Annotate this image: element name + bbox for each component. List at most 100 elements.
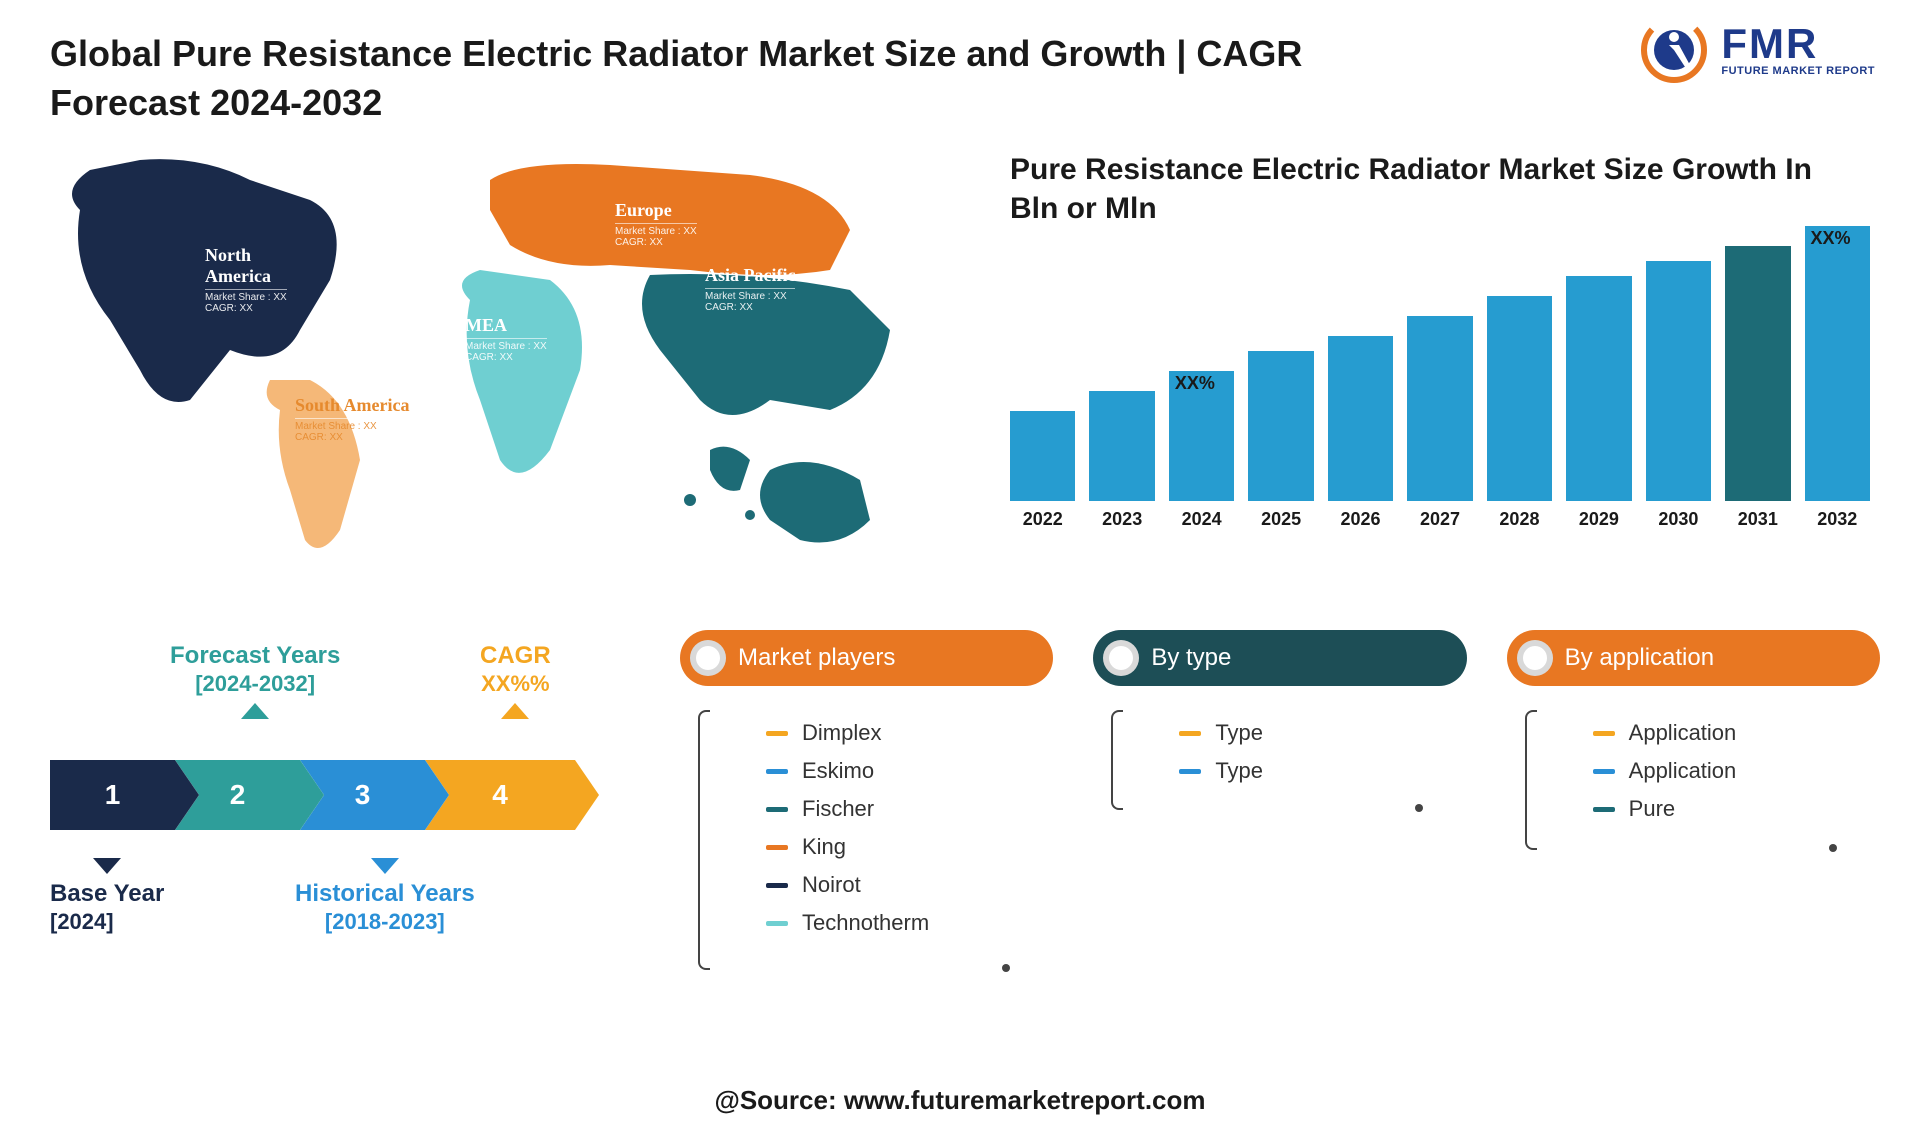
chart-title-text: Pure Resistance Electric Radiator Market… (1010, 153, 1812, 225)
category-column: Market players Dimplex Eskimo Fischer King No… (680, 630, 1053, 942)
bar-label: 2023 (1102, 509, 1142, 530)
bar-label: 2022 (1023, 509, 1063, 530)
bar-2024: 2024 (1169, 371, 1234, 530)
list-item: Noirot (730, 866, 1053, 904)
list-item: Application (1557, 752, 1880, 790)
timeline-label-hist: Historical Years[2018-2023] (295, 852, 475, 935)
logo-text-fmr: FMR (1721, 23, 1875, 65)
category-list: Dimplex Eskimo Fischer King Noirot Technother… (680, 714, 1053, 942)
growth-bar-chart: Pure Resistance Electric Radiator Market… (1010, 150, 1870, 570)
region-label-eu: EuropeMarket Share : XXCAGR: XX (615, 200, 697, 248)
bar-annotation: XX% (1811, 228, 1851, 249)
bar-2032: 2032 (1805, 226, 1870, 530)
bar-2030: 2030 (1646, 261, 1711, 530)
bar-label: 2028 (1499, 509, 1539, 530)
bar-rect (1487, 296, 1552, 501)
timeline-label-base: Base Year[2024] (50, 852, 164, 935)
list-item-label: Eskimo (802, 758, 874, 784)
list-item-label: Type (1215, 720, 1263, 746)
bar-label: 2024 (1182, 509, 1222, 530)
bullet-icon (766, 807, 788, 812)
list-item: Type (1143, 714, 1466, 752)
list-item: Dimplex (730, 714, 1053, 752)
bullet-icon (766, 731, 788, 736)
bar-rect (1407, 316, 1472, 501)
bar-rect (1805, 226, 1870, 501)
list-item-label: Application (1629, 758, 1737, 784)
bar-2028: 2028 (1487, 296, 1552, 530)
bar-rect (1566, 276, 1631, 501)
region-label-ap: Asia PacificMarket Share : XXCAGR: XX (705, 265, 795, 313)
bullet-icon (766, 845, 788, 850)
category-list: Type Type (1093, 714, 1466, 790)
bar-2026: 2026 (1328, 336, 1393, 530)
category-header: By type (1093, 630, 1466, 686)
timeline: Base Year[2024] Forecast Years[2024-2032]… (50, 630, 630, 940)
bar-rect (1725, 246, 1790, 501)
bar-rect (1328, 336, 1393, 501)
bar-2023: 2023 (1089, 391, 1154, 530)
bullet-icon (766, 921, 788, 926)
bullet-icon (766, 769, 788, 774)
list-item: Application (1557, 714, 1880, 752)
bar-label: 2032 (1817, 509, 1857, 530)
title-line2: Forecast 2024-2032 (50, 82, 382, 123)
bar-2031: 2031 (1725, 246, 1790, 530)
bar-container: 2022 2023 2024 2025 2026 2027 2028 2029 2030 2031… (1010, 250, 1870, 530)
logo-icon (1639, 15, 1709, 85)
category-columns: Market players Dimplex Eskimo Fischer King No… (680, 630, 1880, 942)
bar-2029: 2029 (1566, 276, 1631, 530)
bar-label: 2030 (1658, 509, 1698, 530)
list-item: Eskimo (730, 752, 1053, 790)
list-item: Technotherm (730, 904, 1053, 942)
bar-2025: 2025 (1248, 351, 1313, 530)
region-label-sa: South AmericaMarket Share : XXCAGR: XX (295, 395, 410, 443)
bar-rect (1089, 391, 1154, 501)
bar-label: 2029 (1579, 509, 1619, 530)
bar-annotation: XX% (1175, 373, 1215, 394)
bar-label: 2031 (1738, 509, 1778, 530)
category-header: By application (1507, 630, 1880, 686)
list-item-label: Dimplex (802, 720, 881, 746)
bar-label: 2025 (1261, 509, 1301, 530)
timeline-bar: 1234 (50, 760, 575, 830)
logo-text-sub: FUTURE MARKET REPORT (1721, 65, 1875, 77)
list-item-label: Application (1629, 720, 1737, 746)
category-column: By application Application Application Pure (1507, 630, 1880, 942)
list-item: Pure (1557, 790, 1880, 828)
timeline-label-forecast: Forecast Years[2024-2032] (170, 642, 340, 725)
list-item-label: Type (1215, 758, 1263, 784)
category-column: By type Type Type (1093, 630, 1466, 942)
page-title: Global Pure Resistance Electric Radiator… (50, 30, 1700, 127)
list-item-label: King (802, 834, 846, 860)
bar-2027: 2027 (1407, 316, 1472, 530)
bracket-icon (698, 710, 710, 970)
bullet-icon (1593, 807, 1615, 812)
list-item-label: Noirot (802, 872, 861, 898)
list-item-label: Pure (1629, 796, 1675, 822)
bar-label: 2027 (1420, 509, 1460, 530)
list-item: Fischer (730, 790, 1053, 828)
bracket-icon (1111, 710, 1123, 810)
list-item-label: Technotherm (802, 910, 929, 936)
region-label-na: NorthAmericaMarket Share : XXCAGR: XX (205, 245, 287, 314)
list-item-label: Fischer (802, 796, 874, 822)
bar-rect (1248, 351, 1313, 501)
bullet-icon (766, 883, 788, 888)
fmr-logo: FMR FUTURE MARKET REPORT (1639, 15, 1875, 85)
list-item: Type (1143, 752, 1466, 790)
title-line1: Global Pure Resistance Electric Radiator… (50, 33, 1302, 74)
bullet-icon (1593, 731, 1615, 736)
bullet-icon (1593, 769, 1615, 774)
source-attribution: @Source: www.futuremarketreport.com (0, 1085, 1920, 1116)
category-list: Application Application Pure (1507, 714, 1880, 828)
chart-title: Pure Resistance Electric Radiator Market… (1010, 150, 1870, 228)
bar-rect (1646, 261, 1711, 501)
list-item: King (730, 828, 1053, 866)
category-header: Market players (680, 630, 1053, 686)
bracket-icon (1525, 710, 1537, 850)
world-map: NorthAmericaMarket Share : XXCAGR: XX Sou… (50, 150, 910, 570)
bar-label: 2026 (1341, 509, 1381, 530)
bar-rect (1010, 411, 1075, 501)
bullet-icon (1179, 769, 1201, 774)
